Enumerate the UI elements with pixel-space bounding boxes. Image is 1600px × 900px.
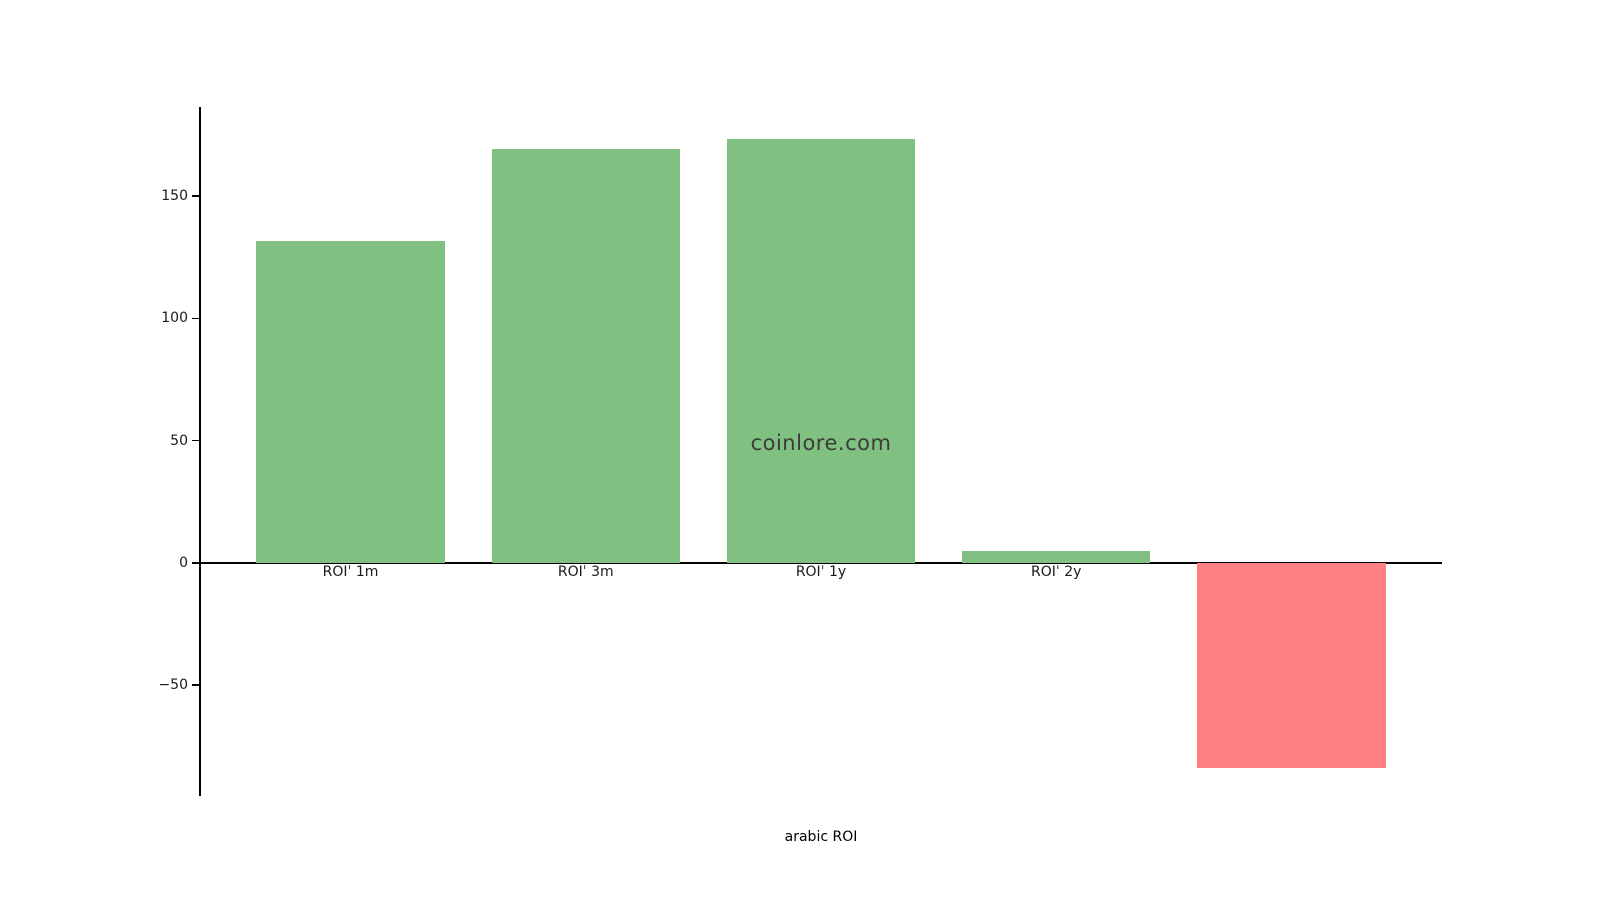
bar bbox=[491, 148, 680, 563]
x-axis-line bbox=[199, 562, 1442, 564]
bar bbox=[1197, 562, 1386, 769]
y-tick-mark bbox=[192, 439, 199, 442]
bar bbox=[962, 551, 1151, 563]
y-tick-mark bbox=[192, 195, 199, 197]
bar bbox=[726, 139, 916, 563]
y-tick-mark bbox=[192, 684, 199, 686]
x-tick-label: ROIˈ 1y bbox=[795, 564, 847, 580]
y-axis-spine bbox=[199, 107, 201, 796]
x-tick-label: ROIˈ 2y bbox=[1031, 564, 1082, 580]
x-tick-label: ROIˈ 1m bbox=[322, 564, 379, 580]
x-axis-title: arabic ROI bbox=[784, 829, 858, 845]
y-tick-label: −50 bbox=[158, 677, 188, 694]
y-tick-label: 0 bbox=[179, 554, 188, 571]
bar bbox=[256, 240, 445, 563]
y-tick-mark bbox=[192, 562, 199, 564]
y-tick-label: 50 bbox=[170, 432, 188, 449]
y-tick-label: 100 bbox=[161, 310, 188, 327]
watermark: coinlore.com bbox=[750, 431, 892, 455]
x-tick-label: ROIˈ 3m bbox=[557, 564, 614, 580]
y-tick-mark bbox=[192, 317, 199, 320]
y-tick-label: 150 bbox=[161, 188, 188, 205]
